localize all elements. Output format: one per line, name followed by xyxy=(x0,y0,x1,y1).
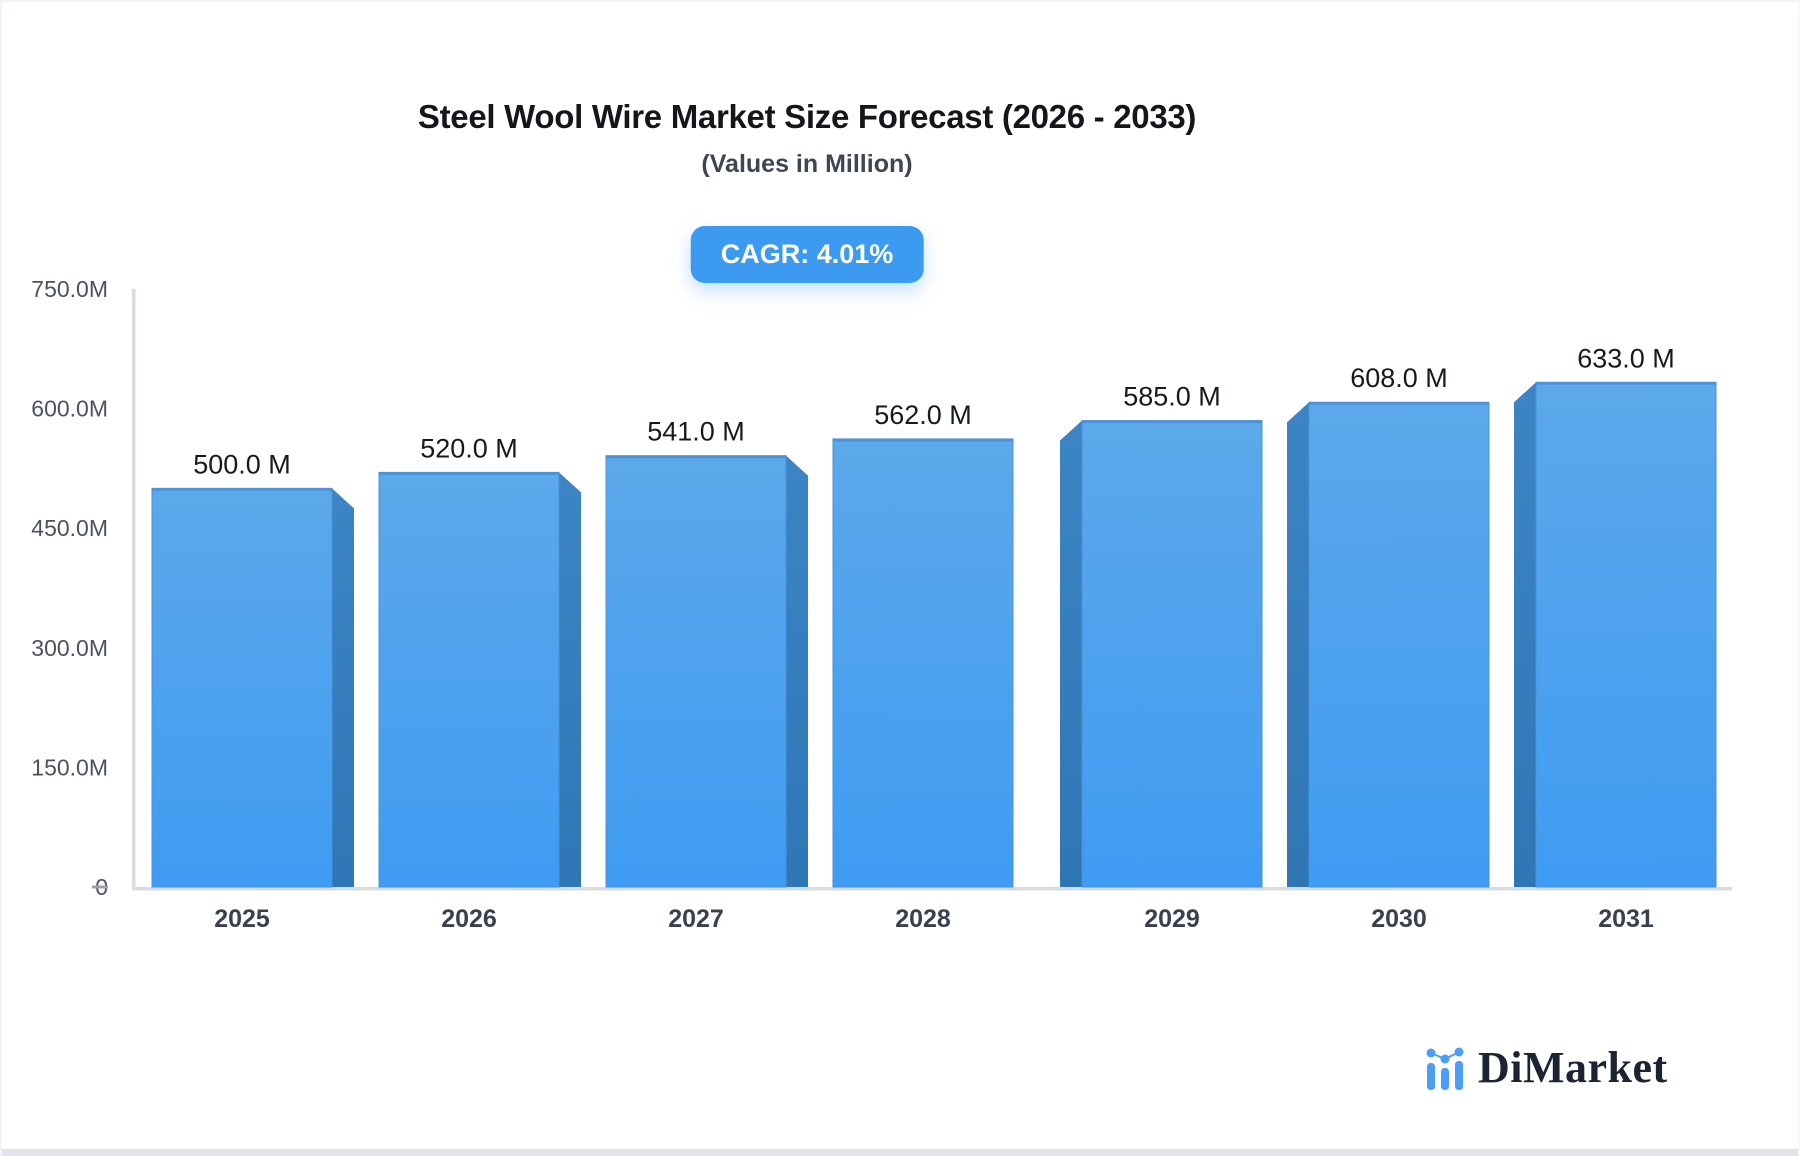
y-tick-label: 450.0M xyxy=(31,515,108,541)
bar-value-label: 608.0 M xyxy=(1350,363,1448,393)
bar-2029 xyxy=(1081,420,1263,888)
chart-labels: 500.0 M 2025 520.0 M 2026 541.0 M 2027 562.0 M… xyxy=(193,343,1675,933)
bar-2026 xyxy=(378,471,560,888)
brand-logo: DiMarket xyxy=(1424,1042,1668,1093)
x-axis-year-label: 2025 xyxy=(214,905,270,933)
x-axis-year-label: 2027 xyxy=(668,905,724,933)
bottom-edge-strip xyxy=(2,1149,1798,1156)
bar-side-face xyxy=(1514,382,1536,887)
bar-value-label: 500.0 M xyxy=(193,449,291,479)
bar-top-edge xyxy=(152,488,332,491)
x-axis-line xyxy=(132,887,1732,891)
bar-value-label: 585.0 M xyxy=(1123,382,1221,412)
y-tick-label: 600.0M xyxy=(31,396,108,422)
x-axis-year-label: 2029 xyxy=(1144,905,1200,933)
zero-tick-dash xyxy=(92,885,108,889)
bar-side-face xyxy=(559,472,581,887)
bar-2031 xyxy=(1535,381,1717,888)
bar-top-edge xyxy=(1309,402,1489,405)
y-axis-line xyxy=(132,289,136,887)
bar-2027 xyxy=(605,455,787,888)
bar-side-face xyxy=(1287,402,1309,887)
bar-value-label: 541.0 M xyxy=(647,417,745,447)
chart-subtitle: (Values in Million) xyxy=(701,150,913,178)
x-axis-year-label: 2030 xyxy=(1371,905,1427,933)
bar-2028 xyxy=(832,438,1014,888)
bar-chart-sparkline-icon xyxy=(1426,1047,1464,1090)
y-tick-label: 750.0M xyxy=(31,276,108,302)
x-axis-year-label: 2026 xyxy=(441,905,497,933)
bar-value-label: 633.0 M xyxy=(1577,343,1675,373)
bar-top-edge xyxy=(379,472,559,475)
chart-title: Steel Wool Wire Market Size Forecast (20… xyxy=(417,98,1197,135)
bar-side-face xyxy=(332,488,354,887)
bar-top-edge xyxy=(1536,382,1716,385)
bar-side-face xyxy=(786,455,808,887)
bar-top-edge xyxy=(606,455,786,459)
bar-value-label: 520.0 M xyxy=(420,433,518,463)
y-tick-label: 300.0M xyxy=(31,635,108,661)
bar-top-edge xyxy=(833,438,1013,442)
bar-side-face xyxy=(1060,420,1082,887)
cagr-badge: CAGR: 4.01% xyxy=(690,226,924,283)
y-tick-label: 150.0M xyxy=(31,754,108,780)
bar-top-edge xyxy=(1082,420,1262,424)
bar-value-label: 562.0 M xyxy=(874,400,972,430)
chart-bars xyxy=(151,381,1717,888)
bar-2030 xyxy=(1308,401,1490,888)
chart-header: Steel Wool Wire Market Size Forecast (20… xyxy=(2,2,1612,179)
x-axis-year-label: 2031 xyxy=(1598,905,1654,933)
bar-2025 xyxy=(151,487,333,888)
x-axis-year-label: 2028 xyxy=(895,905,951,933)
brand-logo-text: DiMarket xyxy=(1478,1043,1668,1092)
